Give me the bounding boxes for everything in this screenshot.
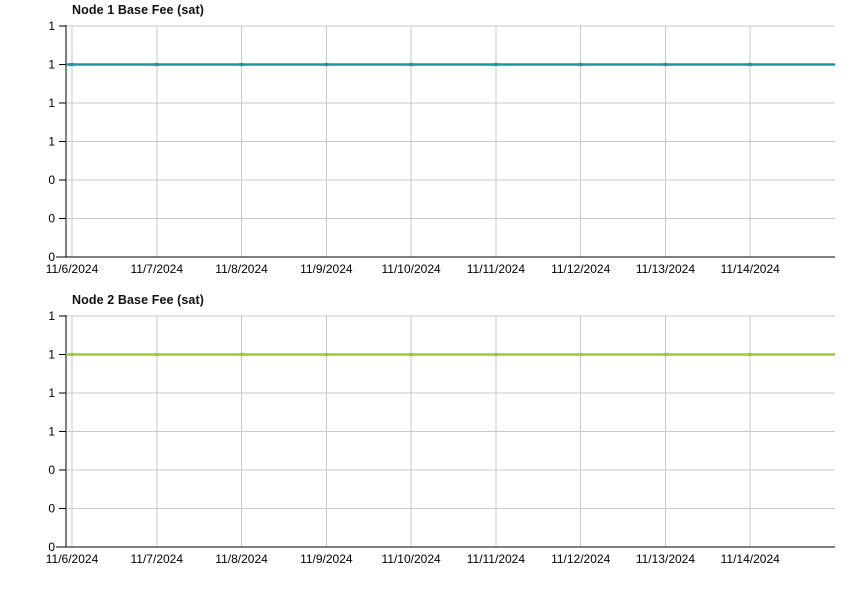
chart-panel-node-2: Node 2 Base Fee (sat) 1 1 1 1 0 0 0 11/6/2024 11… bbox=[0, 290, 860, 580]
x-tick-label: 11/13/2024 bbox=[636, 262, 695, 276]
series-data-point bbox=[578, 352, 583, 357]
y-tick-label: 0 bbox=[48, 212, 55, 226]
x-tick-label: 11/12/2024 bbox=[551, 552, 610, 566]
y-tick-label: 1 bbox=[48, 96, 55, 110]
x-tick-label: 11/13/2024 bbox=[636, 552, 695, 566]
series-data-point bbox=[239, 352, 244, 357]
y-tick-label: 1 bbox=[48, 135, 55, 149]
x-tick-label: 11/7/2024 bbox=[131, 262, 184, 276]
series-data-point bbox=[239, 62, 244, 67]
x-tick-label: 11/8/2024 bbox=[215, 262, 268, 276]
x-tick-label: 11/11/2024 bbox=[467, 552, 526, 566]
y-tick-label: 1 bbox=[48, 348, 55, 362]
y-tick-label: 1 bbox=[48, 425, 55, 439]
series-group bbox=[66, 352, 835, 357]
chart-title: Node 1 Base Fee (sat) bbox=[72, 3, 205, 17]
y-tick-label: 1 bbox=[48, 309, 55, 323]
series-data-point bbox=[409, 352, 414, 357]
series-data-point bbox=[663, 352, 668, 357]
series-data-point bbox=[324, 62, 329, 67]
series-data-point bbox=[663, 62, 668, 67]
x-tick-label: 11/6/2024 bbox=[46, 262, 99, 276]
x-tick-label: 11/14/2024 bbox=[721, 262, 780, 276]
x-tick-label: 11/8/2024 bbox=[215, 552, 268, 566]
x-tick-label: 11/7/2024 bbox=[131, 552, 184, 566]
series-data-point bbox=[154, 62, 159, 67]
chart-panel-node-1: Node 1 Base Fee (sat) 1 1 1 1 0 0 0 11/6/2024 11… bbox=[0, 0, 860, 290]
x-tick-label: 11/10/2024 bbox=[382, 552, 441, 566]
series-group bbox=[66, 62, 835, 67]
y-tick-label: 0 bbox=[48, 463, 55, 477]
series-data-point bbox=[70, 62, 74, 67]
y-tick-label: 1 bbox=[48, 58, 55, 72]
x-tick-label: 11/10/2024 bbox=[382, 262, 441, 276]
series-data-point bbox=[70, 352, 74, 357]
y-tick-label: 0 bbox=[48, 502, 55, 516]
y-tick-label: 0 bbox=[48, 540, 55, 554]
series-data-point bbox=[154, 352, 159, 357]
series-data-point bbox=[493, 352, 498, 357]
x-tick-label: 11/9/2024 bbox=[300, 262, 353, 276]
x-tick-label: 11/12/2024 bbox=[551, 262, 610, 276]
x-axis-ticks: 11/6/2024 11/7/2024 11/8/2024 11/9/2024 11/1… bbox=[46, 552, 780, 566]
chart-title: Node 2 Base Fee (sat) bbox=[72, 293, 205, 307]
y-axis-ticks: 1 1 1 1 0 0 0 bbox=[48, 19, 66, 264]
x-tick-label: 11/6/2024 bbox=[46, 552, 99, 566]
series-data-point bbox=[324, 352, 329, 357]
gridlines-group bbox=[67, 25, 835, 258]
x-axis-ticks: 11/6/2024 11/7/2024 11/8/2024 11/9/2024 11/1… bbox=[46, 262, 780, 276]
x-tick-label: 11/11/2024 bbox=[467, 262, 526, 276]
series-data-point bbox=[748, 62, 753, 67]
gridlines-group bbox=[67, 315, 835, 548]
series-data-point bbox=[748, 352, 753, 357]
series-data-point bbox=[578, 62, 583, 67]
y-axis-ticks: 1 1 1 1 0 0 0 bbox=[48, 309, 66, 554]
series-data-point bbox=[409, 62, 414, 67]
y-tick-label: 0 bbox=[48, 250, 55, 264]
series-data-point bbox=[493, 62, 498, 67]
y-tick-label: 1 bbox=[48, 386, 55, 400]
x-tick-label: 11/9/2024 bbox=[300, 552, 353, 566]
x-tick-label: 11/14/2024 bbox=[721, 552, 780, 566]
y-tick-label: 1 bbox=[48, 19, 55, 33]
y-tick-label: 0 bbox=[48, 173, 55, 187]
